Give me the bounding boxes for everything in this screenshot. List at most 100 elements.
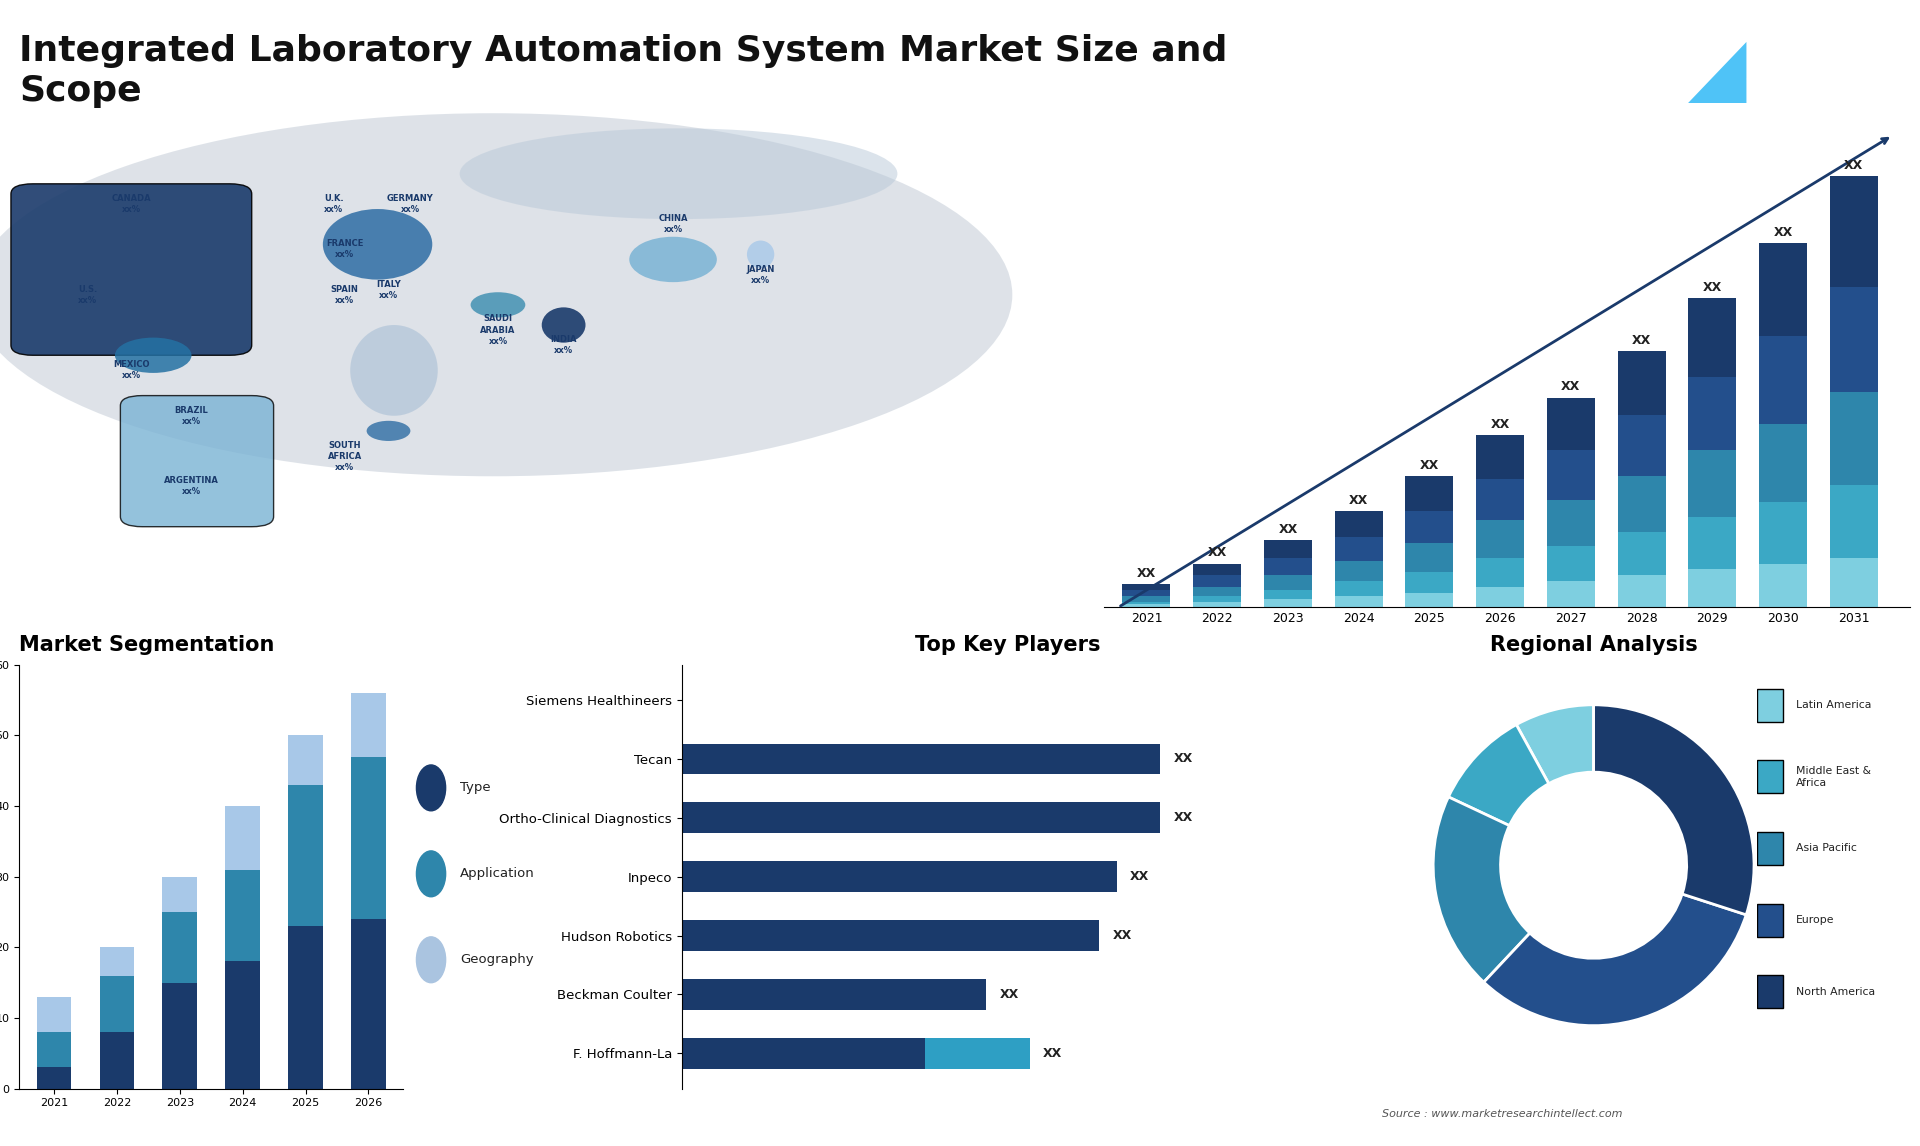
Text: XX: XX — [998, 988, 1018, 1000]
Text: XX: XX — [1703, 281, 1722, 295]
Bar — [225, 870, 259, 961]
Text: Integrated Laboratory Automation System Market Size and
Scope: Integrated Laboratory Automation System … — [19, 34, 1227, 108]
Text: XX: XX — [1173, 753, 1192, 766]
Ellipse shape — [0, 113, 1012, 477]
Bar — [1192, 596, 1240, 602]
Bar — [1548, 547, 1596, 581]
Text: XX: XX — [1774, 226, 1793, 238]
Text: Asia Pacific: Asia Pacific — [1795, 843, 1857, 854]
Text: U.K.
xx%: U.K. xx% — [324, 194, 344, 214]
Bar — [1123, 596, 1171, 602]
FancyBboxPatch shape — [1757, 975, 1784, 1008]
Bar — [1334, 596, 1382, 607]
Bar — [1405, 511, 1453, 543]
Polygon shape — [1747, 42, 1803, 79]
Bar — [1263, 590, 1311, 598]
Text: Application: Application — [461, 868, 536, 880]
Bar — [288, 785, 323, 926]
Bar — [1192, 602, 1240, 607]
Wedge shape — [1432, 796, 1530, 982]
Polygon shape — [1672, 42, 1747, 120]
Text: XX: XX — [1632, 333, 1651, 346]
FancyBboxPatch shape — [1757, 903, 1784, 936]
Bar — [682, 802, 1160, 833]
Bar — [1263, 558, 1311, 575]
Bar — [1617, 351, 1667, 415]
Bar — [288, 926, 323, 1089]
Bar — [1476, 479, 1524, 520]
Text: BRAZIL
xx%: BRAZIL xx% — [175, 406, 209, 426]
Title: Regional Analysis: Regional Analysis — [1490, 635, 1697, 654]
FancyBboxPatch shape — [1757, 761, 1784, 793]
Bar — [36, 1033, 71, 1068]
Text: XX: XX — [1561, 380, 1580, 393]
Text: Source : www.marketresearchintellect.com: Source : www.marketresearchintellect.com — [1382, 1109, 1622, 1120]
Text: XX: XX — [1208, 547, 1227, 559]
Bar — [1123, 604, 1171, 607]
Ellipse shape — [470, 292, 526, 317]
Bar — [1192, 564, 1240, 575]
FancyBboxPatch shape — [121, 395, 273, 527]
FancyBboxPatch shape — [12, 183, 252, 355]
Bar — [1759, 424, 1807, 502]
Bar — [1405, 592, 1453, 607]
Bar — [225, 961, 259, 1089]
Text: GERMANY
xx%: GERMANY xx% — [388, 194, 434, 214]
Wedge shape — [1594, 705, 1755, 915]
Ellipse shape — [630, 237, 716, 282]
Bar — [163, 982, 198, 1089]
Text: XX: XX — [1350, 494, 1369, 507]
Text: XX: XX — [1129, 870, 1148, 884]
Text: XX: XX — [1043, 1046, 1062, 1060]
Bar — [1688, 298, 1736, 377]
Text: XX: XX — [1845, 158, 1864, 172]
Bar — [1405, 477, 1453, 511]
Bar — [1263, 598, 1311, 607]
Ellipse shape — [367, 421, 411, 441]
Bar — [1263, 575, 1311, 590]
Bar — [225, 806, 259, 870]
Bar — [1548, 450, 1596, 500]
Bar — [682, 920, 1100, 951]
Bar — [1830, 176, 1878, 286]
Bar — [1476, 520, 1524, 558]
Bar — [1688, 377, 1736, 450]
Text: SPAIN
xx%: SPAIN xx% — [330, 284, 359, 305]
Bar — [1830, 286, 1878, 392]
Text: XX: XX — [1137, 566, 1156, 580]
Bar — [163, 912, 198, 982]
Bar — [1830, 558, 1878, 607]
Bar — [1617, 532, 1667, 575]
FancyBboxPatch shape — [1757, 689, 1784, 722]
Bar — [1617, 477, 1667, 532]
Circle shape — [417, 937, 445, 982]
Text: SAUDI
ARABIA
xx%: SAUDI ARABIA xx% — [480, 314, 516, 346]
Text: Middle East &
Africa: Middle East & Africa — [1795, 767, 1870, 787]
Bar — [1405, 543, 1453, 572]
Bar — [1123, 602, 1171, 604]
Text: JAPAN
xx%: JAPAN xx% — [747, 265, 776, 284]
Ellipse shape — [459, 128, 897, 219]
Bar — [100, 948, 134, 975]
Text: MARKET
RESEARCH
INTELLECT: MARKET RESEARCH INTELLECT — [1751, 87, 1807, 117]
Bar — [682, 1038, 925, 1069]
Text: Europe: Europe — [1795, 915, 1834, 925]
Text: FRANCE
xx%: FRANCE xx% — [326, 240, 363, 259]
Circle shape — [417, 850, 445, 896]
Bar — [1548, 500, 1596, 547]
Title: Top Key Players: Top Key Players — [916, 635, 1100, 654]
Ellipse shape — [747, 241, 774, 268]
Bar — [1830, 392, 1878, 485]
Bar — [1759, 502, 1807, 564]
Text: MEXICO
xx%: MEXICO xx% — [113, 360, 150, 380]
Bar — [1688, 450, 1736, 517]
Ellipse shape — [349, 325, 438, 416]
Bar — [1688, 570, 1736, 607]
Bar — [682, 744, 1160, 775]
Text: ARGENTINA
xx%: ARGENTINA xx% — [163, 477, 219, 496]
Bar — [1405, 572, 1453, 592]
Bar — [682, 862, 1117, 892]
Bar — [1617, 575, 1667, 607]
Bar — [1476, 587, 1524, 607]
Bar — [100, 975, 134, 1033]
